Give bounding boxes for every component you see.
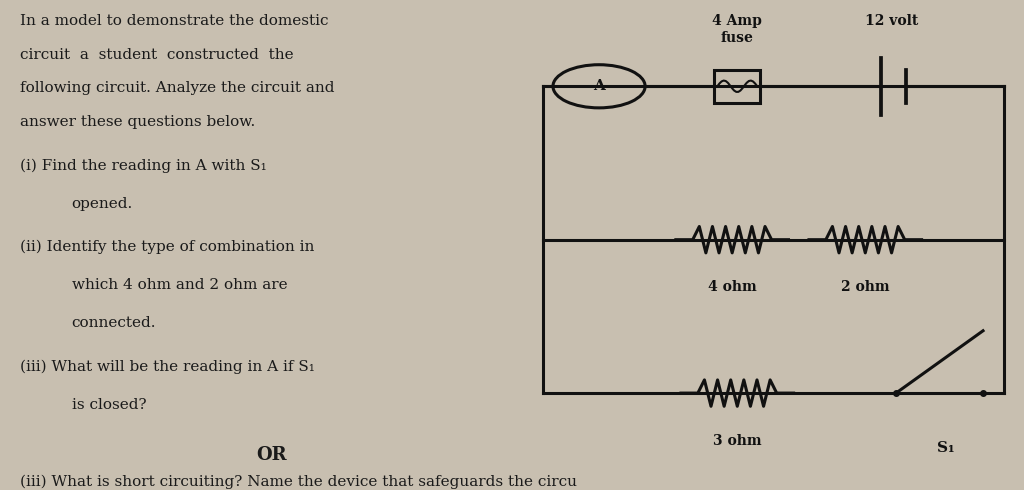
Text: A: A [593,79,605,93]
Text: S₁: S₁ [937,441,954,455]
Text: answer these questions below.: answer these questions below. [20,115,256,129]
Text: opened.: opened. [72,196,133,211]
Text: (iii) What will be the reading in A if S₁: (iii) What will be the reading in A if S… [20,360,315,374]
Text: 4 ohm: 4 ohm [708,280,757,294]
Text: following circuit. Analyze the circuit and: following circuit. Analyze the circuit a… [20,81,335,96]
Text: (iii) What is short circuiting? Name the device that safeguards the circu: (iii) What is short circuiting? Name the… [20,475,578,489]
Text: In a model to demonstrate the domestic: In a model to demonstrate the domestic [20,14,329,28]
Text: OR: OR [256,446,287,464]
Text: 12 volt: 12 volt [865,14,919,28]
Text: circuit  a  student  constructed  the: circuit a student constructed the [20,48,294,62]
Text: is closed?: is closed? [72,398,146,412]
Text: 3 ohm: 3 ohm [713,434,762,448]
Text: (ii) Identify the type of combination in: (ii) Identify the type of combination in [20,240,314,254]
Text: which 4 ohm and 2 ohm are: which 4 ohm and 2 ohm are [72,278,288,292]
Text: 2 ohm: 2 ohm [841,280,890,294]
Text: (i) Find the reading in A with S₁: (i) Find the reading in A with S₁ [20,158,267,172]
Text: connected.: connected. [72,317,157,330]
Text: 4 Amp
fuse: 4 Amp fuse [713,14,762,45]
